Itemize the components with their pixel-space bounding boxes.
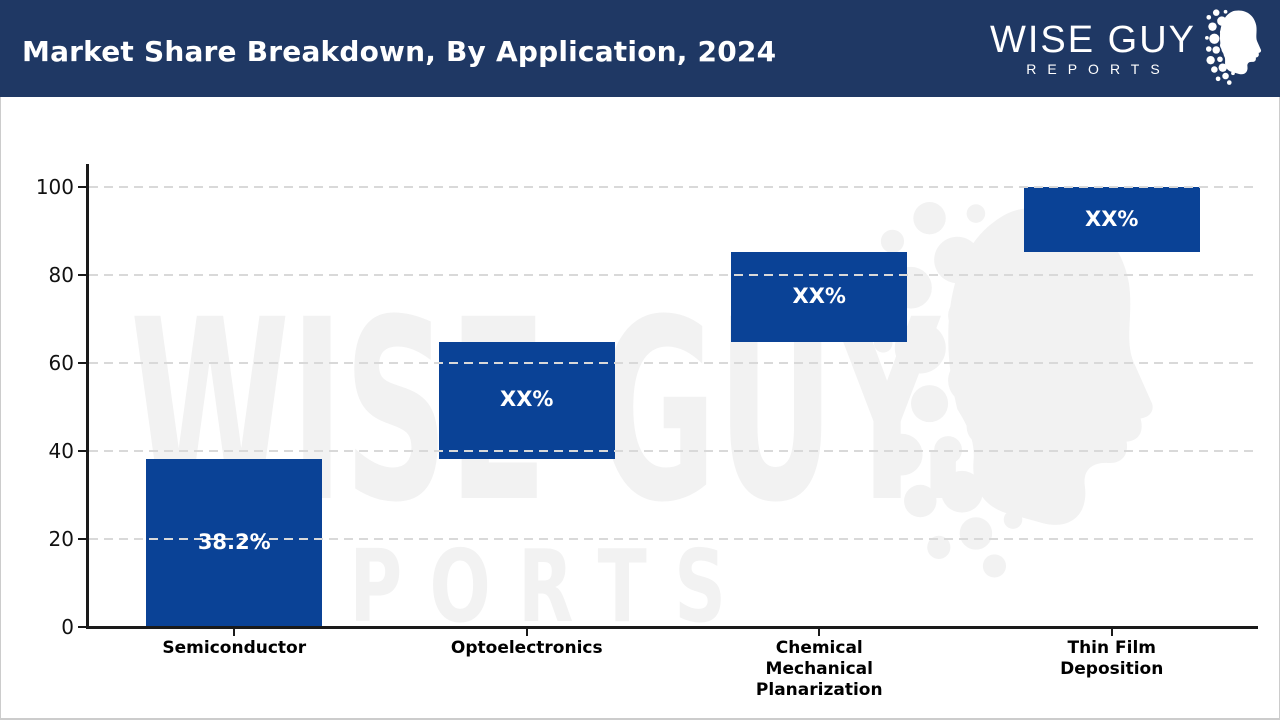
y-tick-label-80: 80 — [48, 263, 74, 287]
gridline-y-80 — [89, 274, 1257, 276]
y-tick-mark-60 — [78, 362, 86, 364]
y-tick-label-20: 20 — [48, 527, 74, 551]
gridline-y-100 — [89, 186, 1257, 188]
bar-value-label-optoelectronics: XX% — [500, 387, 554, 412]
chart-area: WISE GUY. REPORTS 0 20 40 60 80 100 38.2% Semic… — [0, 97, 1280, 718]
bar-value-label-semiconductor: 38.2% — [197, 529, 271, 554]
gridline-y-20 — [89, 538, 1257, 540]
y-tick-mark-0 — [78, 626, 86, 628]
header: Market Share Breakdown, By Application, … — [0, 0, 1280, 97]
x-tick-mark-thin-film-deposition — [1110, 629, 1113, 636]
y-tick-label-0: 0 — [61, 615, 74, 639]
gridline-y-40 — [89, 450, 1257, 452]
y-tick-mark-100 — [78, 186, 86, 188]
x-tick-mark-semiconductor — [233, 629, 236, 636]
y-tick-mark-20 — [78, 538, 86, 540]
category-label-text: Optoelectronics — [450, 638, 603, 658]
bar-value-label-thin-film-deposition: XX% — [1085, 206, 1139, 231]
y-axis-line — [86, 164, 89, 629]
y-tick-mark-80 — [78, 274, 86, 276]
gridline-y-60 — [89, 362, 1257, 364]
category-label-chemical-mechanical-planarization: Chemical Mechanical Planarization — [673, 638, 965, 701]
category-label-semiconductor: Semiconductor — [88, 638, 380, 659]
brand-logo: WISE GUY REPORTS — [990, 8, 1266, 90]
y-tick-label-60: 60 — [48, 351, 74, 375]
y-tick-mark-40 — [78, 450, 86, 452]
bar-optoelectronics — [438, 341, 615, 459]
x-tick-mark-chemical-mechanical-planarization — [818, 629, 821, 636]
category-label-text: Chemical Mechanical Planarization — [755, 638, 883, 700]
category-label-thin-film-deposition: Thin Film Deposition — [966, 638, 1258, 680]
logo-text: WISE GUY REPORTS — [990, 21, 1196, 77]
y-tick-label-40: 40 — [48, 439, 74, 463]
chart-title: Market Share Breakdown, By Application, … — [22, 35, 777, 68]
category-label-optoelectronics: Optoelectronics — [381, 638, 673, 659]
y-tick-label-100: 100 — [35, 175, 74, 199]
bar-value-label-chemical-mechanical-planarization: XX% — [792, 284, 846, 308]
category-label-text: Semiconductor — [162, 638, 307, 658]
category-label-text: Thin Film Deposition — [1060, 638, 1164, 679]
bar-semiconductor — [146, 458, 323, 627]
x-axis-line — [86, 626, 1258, 629]
logo-subtext: REPORTS — [1026, 60, 1171, 77]
logo-wordmark: WISE GUY — [989, 18, 1196, 61]
x-tick-mark-optoelectronics — [525, 629, 528, 636]
